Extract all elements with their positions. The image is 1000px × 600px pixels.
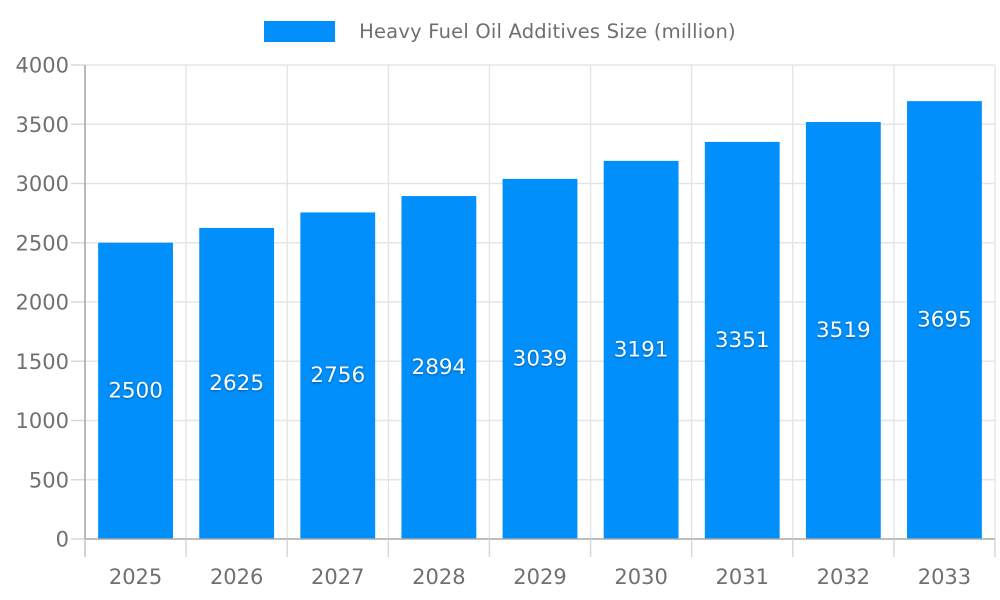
legend-swatch [264,21,336,42]
legend-label: Heavy Fuel Oil Additives Size (million) [359,20,736,43]
bar[interactable] [907,101,982,539]
bar[interactable] [98,242,173,539]
y-tick-label: 1500 [16,350,69,374]
x-tick-label: 2027 [311,565,364,589]
bar-value-label: 3191 [614,337,669,362]
bar-value-label: 2894 [412,355,467,380]
x-tick-label: 2031 [715,565,768,589]
x-tick-label: 2032 [817,565,870,589]
y-tick-label: 0 [56,528,69,552]
bar[interactable] [603,160,679,539]
chart-legend-item[interactable]: Heavy Fuel Oil Additives Size (million) [0,20,1000,43]
x-tick-label: 2028 [412,565,465,589]
bar-value-label: 2500 [108,378,163,403]
y-tick-label: 2000 [16,291,69,315]
y-tick-label: 3000 [16,172,69,196]
bar[interactable] [502,178,578,540]
bar[interactable] [704,141,780,539]
x-tick-label: 2029 [513,565,566,589]
y-tick-label: 4000 [16,54,69,78]
y-tick-label: 1000 [16,409,69,433]
bar[interactable] [199,227,275,539]
bar[interactable] [300,212,376,539]
bar[interactable] [805,121,881,539]
bar-value-label: 2756 [310,363,365,388]
bar[interactable] [401,196,477,539]
bar-value-label: 3695 [917,308,972,333]
y-tick-label: 500 [29,468,69,492]
x-tick-label: 2026 [210,565,263,589]
bar-value-label: 3039 [513,346,568,371]
bar-value-label: 3519 [816,318,871,343]
y-tick-label: 2500 [16,231,69,255]
bar-value-label: 3351 [715,328,770,353]
x-tick-label: 2030 [614,565,667,589]
x-tick-label: 2025 [109,565,162,589]
x-tick-label: 2033 [918,565,971,589]
bar-value-label: 2625 [209,371,264,396]
y-tick-label: 3500 [16,113,69,137]
